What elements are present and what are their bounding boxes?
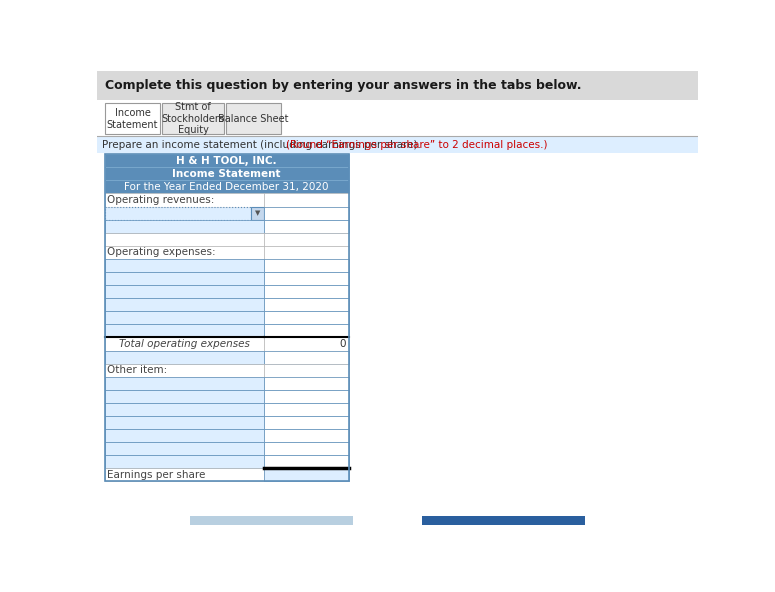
Bar <box>105 246 264 259</box>
Bar <box>105 181 349 194</box>
Bar <box>264 442 349 455</box>
Bar <box>105 350 264 363</box>
Bar <box>105 377 264 390</box>
Bar <box>264 377 349 390</box>
Bar <box>264 220 349 233</box>
Bar <box>105 324 264 337</box>
Bar <box>264 285 349 298</box>
Text: Operating revenues:: Operating revenues: <box>107 195 215 205</box>
Bar <box>422 516 585 525</box>
Bar <box>105 207 251 220</box>
Text: H & H TOOL, INC.: H & H TOOL, INC. <box>177 156 277 166</box>
Bar <box>105 468 264 481</box>
Bar <box>162 104 224 134</box>
Bar <box>264 390 349 403</box>
Bar <box>264 324 349 337</box>
Bar <box>105 285 264 298</box>
Bar <box>264 350 349 363</box>
Text: Balance Sheet: Balance Sheet <box>219 114 288 124</box>
Text: Prepare an income statement (including earnings per share).: Prepare an income statement (including e… <box>102 140 425 150</box>
Bar <box>105 259 264 272</box>
Bar <box>105 416 264 429</box>
Text: ▼: ▼ <box>255 210 260 216</box>
Text: Income Statement: Income Statement <box>172 169 281 179</box>
Bar <box>264 246 349 259</box>
Bar <box>264 272 349 285</box>
Bar <box>264 311 349 324</box>
Bar <box>105 154 349 168</box>
Bar <box>264 298 349 311</box>
Text: 0: 0 <box>339 339 346 349</box>
Bar <box>97 137 698 153</box>
Bar <box>264 429 349 442</box>
Bar <box>264 259 349 272</box>
Bar <box>190 516 353 525</box>
Text: Earnings per share: Earnings per share <box>107 470 205 480</box>
Bar <box>264 363 349 377</box>
Bar <box>105 390 264 403</box>
Bar <box>105 337 264 350</box>
Bar <box>105 154 349 481</box>
Bar <box>264 455 349 468</box>
Text: Other item:: Other item: <box>107 365 167 375</box>
Bar <box>105 298 264 311</box>
Bar <box>226 104 281 134</box>
Text: Complete this question by entering your answers in the tabs below.: Complete this question by entering your … <box>105 79 581 92</box>
Text: Total operating expenses: Total operating expenses <box>119 339 250 349</box>
Text: Stmt of
Stockholders
Equity: Stmt of Stockholders Equity <box>161 102 225 136</box>
Bar <box>105 455 264 468</box>
Bar <box>97 71 698 100</box>
Bar <box>105 403 264 416</box>
Bar <box>264 337 349 350</box>
Text: Operating expenses:: Operating expenses: <box>107 247 215 258</box>
Bar <box>264 194 349 207</box>
Bar <box>251 207 264 220</box>
Bar <box>264 403 349 416</box>
Bar <box>105 168 349 181</box>
Text: For the Year Ended December 31, 2020: For the Year Ended December 31, 2020 <box>125 182 329 192</box>
Bar <box>105 220 264 233</box>
Bar <box>264 233 349 246</box>
Bar <box>105 363 264 377</box>
Bar <box>105 311 264 324</box>
Bar <box>105 233 264 246</box>
Bar <box>264 416 349 429</box>
Bar <box>105 194 264 207</box>
Bar <box>264 468 349 481</box>
Text: Income
Statement: Income Statement <box>107 108 158 130</box>
Bar <box>105 104 160 134</box>
Text: (Round “Earnings per share” to 2 decimal places.): (Round “Earnings per share” to 2 decimal… <box>286 140 547 150</box>
Bar <box>105 429 264 442</box>
Bar <box>105 272 264 285</box>
Bar <box>264 207 349 220</box>
Bar <box>105 442 264 455</box>
